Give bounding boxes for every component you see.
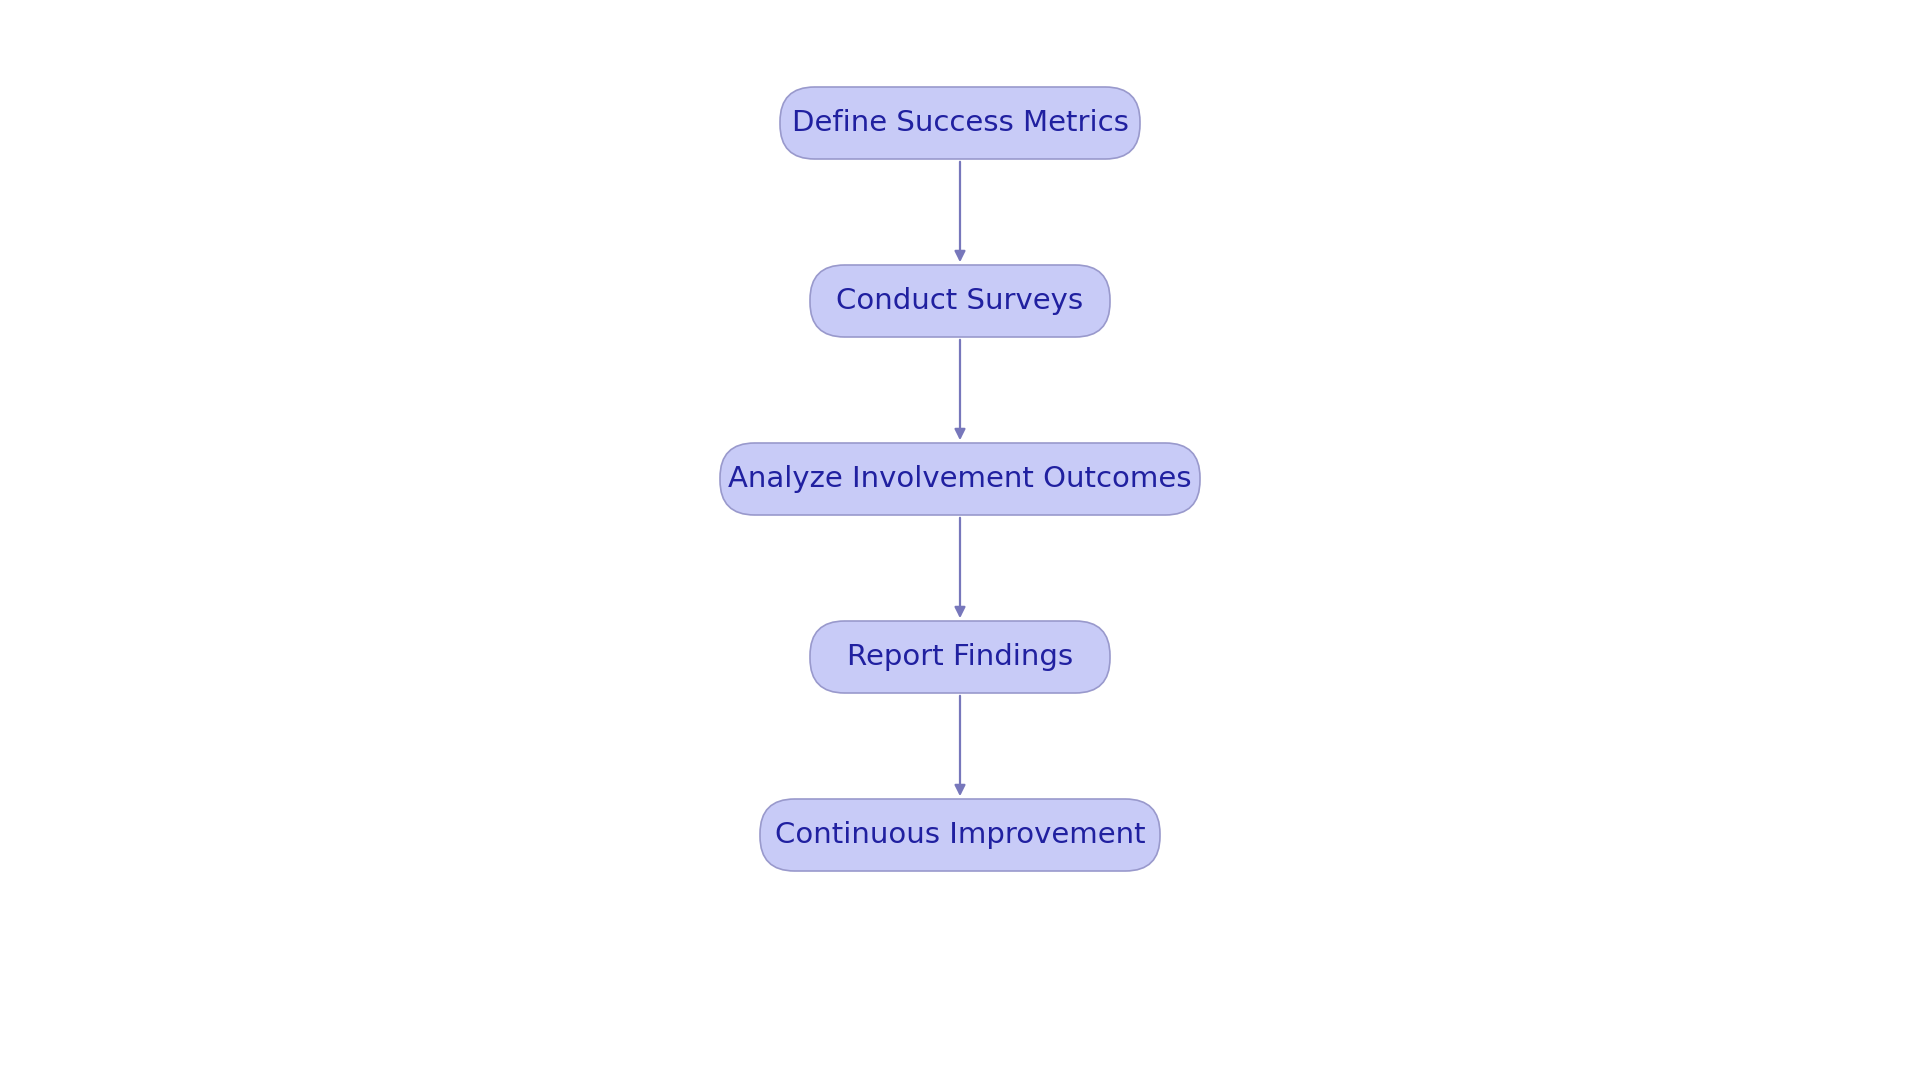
- FancyBboxPatch shape: [780, 87, 1140, 159]
- Text: Analyze Involvement Outcomes: Analyze Involvement Outcomes: [728, 465, 1192, 493]
- Text: Conduct Surveys: Conduct Surveys: [837, 287, 1083, 315]
- Text: Report Findings: Report Findings: [847, 643, 1073, 671]
- Text: Define Success Metrics: Define Success Metrics: [791, 109, 1129, 138]
- FancyBboxPatch shape: [760, 799, 1160, 871]
- Text: Continuous Improvement: Continuous Improvement: [774, 821, 1146, 849]
- FancyBboxPatch shape: [720, 443, 1200, 516]
- FancyBboxPatch shape: [810, 265, 1110, 337]
- FancyBboxPatch shape: [810, 621, 1110, 693]
